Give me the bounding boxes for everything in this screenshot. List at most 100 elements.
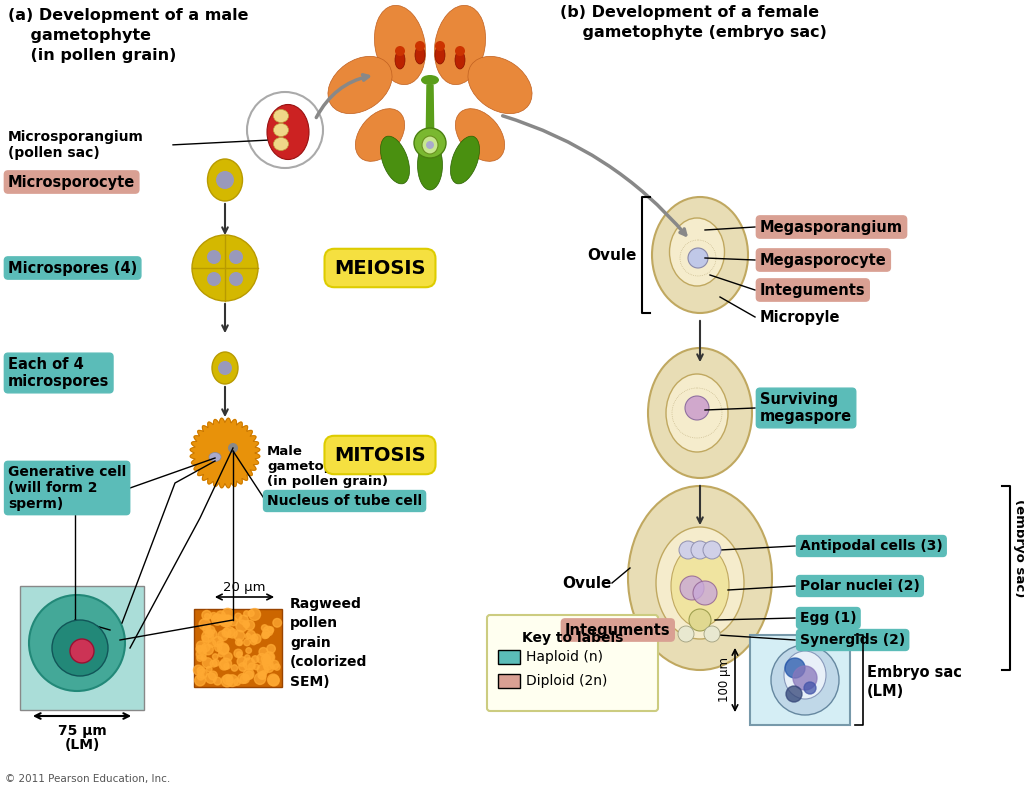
Circle shape <box>267 674 279 686</box>
Ellipse shape <box>670 218 725 286</box>
Circle shape <box>223 675 233 685</box>
Circle shape <box>262 658 270 667</box>
Circle shape <box>245 620 255 630</box>
Ellipse shape <box>395 51 406 69</box>
Ellipse shape <box>435 46 445 64</box>
Ellipse shape <box>648 348 752 478</box>
Circle shape <box>213 660 219 666</box>
Text: Megasporangium: Megasporangium <box>760 220 903 235</box>
Circle shape <box>213 615 220 622</box>
Ellipse shape <box>328 56 392 113</box>
Circle shape <box>218 630 228 641</box>
Circle shape <box>249 663 255 670</box>
Circle shape <box>218 652 223 657</box>
Circle shape <box>261 671 266 676</box>
Circle shape <box>197 649 206 660</box>
Text: Synergids (2): Synergids (2) <box>800 633 905 647</box>
Circle shape <box>244 611 250 616</box>
Circle shape <box>206 626 215 635</box>
Text: MEIOSIS: MEIOSIS <box>334 258 426 277</box>
Circle shape <box>226 675 239 686</box>
Circle shape <box>678 626 694 642</box>
Circle shape <box>202 643 210 652</box>
Circle shape <box>680 576 705 600</box>
Circle shape <box>246 648 252 653</box>
Circle shape <box>229 250 243 264</box>
Ellipse shape <box>375 6 426 84</box>
Ellipse shape <box>455 51 465 69</box>
Circle shape <box>793 666 817 690</box>
Text: Integuments: Integuments <box>760 283 865 298</box>
Circle shape <box>198 667 205 675</box>
Circle shape <box>222 608 233 620</box>
Circle shape <box>213 637 223 647</box>
Circle shape <box>241 675 250 683</box>
Circle shape <box>206 630 213 637</box>
Circle shape <box>270 660 279 669</box>
Text: (LM): (LM) <box>65 738 99 752</box>
FancyBboxPatch shape <box>20 586 144 710</box>
Circle shape <box>245 655 250 660</box>
Circle shape <box>222 628 231 637</box>
Circle shape <box>693 581 717 605</box>
Circle shape <box>223 652 232 661</box>
Circle shape <box>243 621 249 627</box>
Circle shape <box>455 46 465 56</box>
Ellipse shape <box>212 352 238 384</box>
Text: Embryo sac: Embryo sac <box>867 664 962 679</box>
Circle shape <box>267 626 273 633</box>
Circle shape <box>262 630 270 637</box>
Circle shape <box>228 443 238 453</box>
Circle shape <box>244 669 254 679</box>
Text: Surviving
megaspore: Surviving megaspore <box>760 392 852 424</box>
Text: Egg (1): Egg (1) <box>800 611 857 625</box>
Circle shape <box>236 620 248 632</box>
Circle shape <box>251 634 258 641</box>
Circle shape <box>252 634 261 644</box>
FancyBboxPatch shape <box>487 615 658 711</box>
Text: (a) Development of a male
    gametophyte
    (in pollen grain): (a) Development of a male gametophyte (i… <box>8 8 249 62</box>
Ellipse shape <box>708 451 728 466</box>
Circle shape <box>245 634 251 639</box>
Circle shape <box>201 656 206 660</box>
Text: MITOSIS: MITOSIS <box>334 445 426 464</box>
Circle shape <box>234 649 243 658</box>
Ellipse shape <box>418 140 442 190</box>
Ellipse shape <box>434 6 485 84</box>
Circle shape <box>202 635 209 642</box>
Circle shape <box>263 660 273 670</box>
Ellipse shape <box>208 159 243 201</box>
Circle shape <box>691 541 709 559</box>
Polygon shape <box>426 85 434 155</box>
Ellipse shape <box>209 452 221 462</box>
Text: Male
gametophyte
(in pollen grain): Male gametophyte (in pollen grain) <box>267 445 388 488</box>
Ellipse shape <box>671 545 729 627</box>
Circle shape <box>261 625 267 631</box>
Circle shape <box>219 645 228 654</box>
Ellipse shape <box>421 75 439 85</box>
Circle shape <box>239 615 248 624</box>
Circle shape <box>208 630 217 638</box>
Text: Micropyle: Micropyle <box>760 310 841 325</box>
Circle shape <box>193 235 258 301</box>
Text: Megasporocyte: Megasporocyte <box>760 252 887 267</box>
Circle shape <box>249 608 260 620</box>
Text: 100 μm: 100 μm <box>718 657 731 702</box>
Text: (LM): (LM) <box>867 685 904 700</box>
Ellipse shape <box>273 137 289 151</box>
Circle shape <box>234 613 242 620</box>
Circle shape <box>254 673 265 685</box>
Circle shape <box>210 612 217 620</box>
Circle shape <box>221 615 232 626</box>
Circle shape <box>261 655 270 663</box>
Ellipse shape <box>628 486 772 670</box>
Circle shape <box>703 541 721 559</box>
Circle shape <box>689 609 711 631</box>
Circle shape <box>199 619 210 630</box>
Circle shape <box>395 46 406 56</box>
Ellipse shape <box>422 136 438 154</box>
Circle shape <box>786 686 802 702</box>
Ellipse shape <box>267 105 309 159</box>
Ellipse shape <box>468 56 532 113</box>
Circle shape <box>198 673 204 680</box>
